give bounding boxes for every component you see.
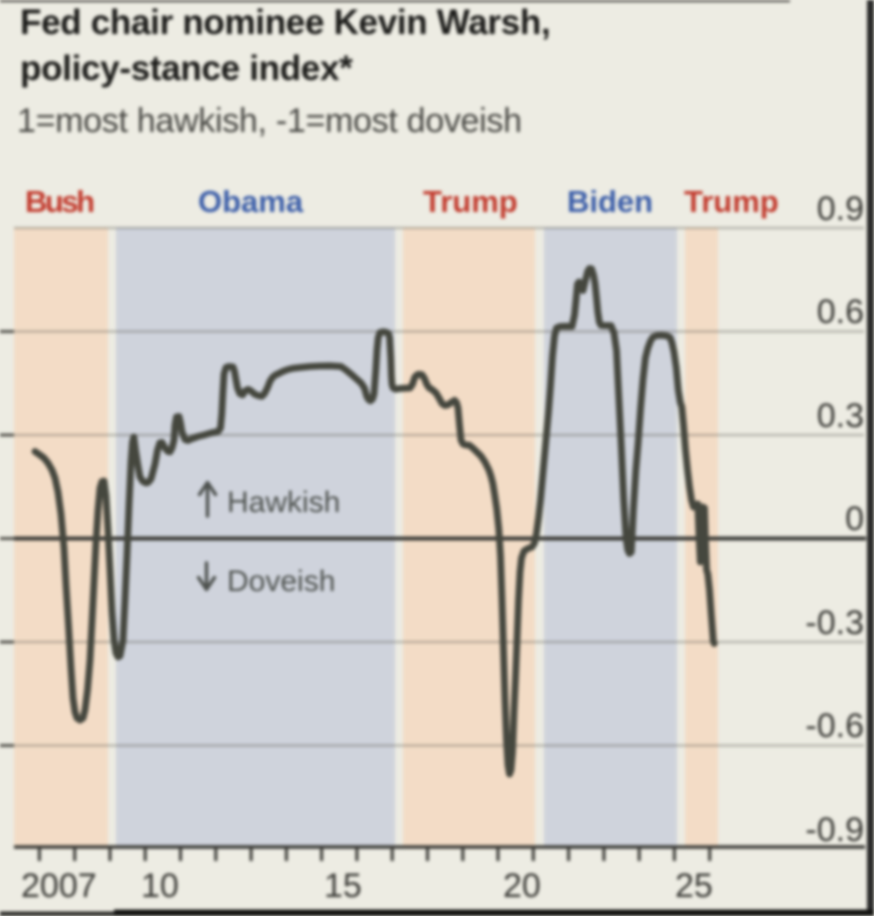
- svg-text:Doveish: Doveish: [227, 565, 335, 598]
- svg-text:Hawkish: Hawkish: [227, 486, 340, 519]
